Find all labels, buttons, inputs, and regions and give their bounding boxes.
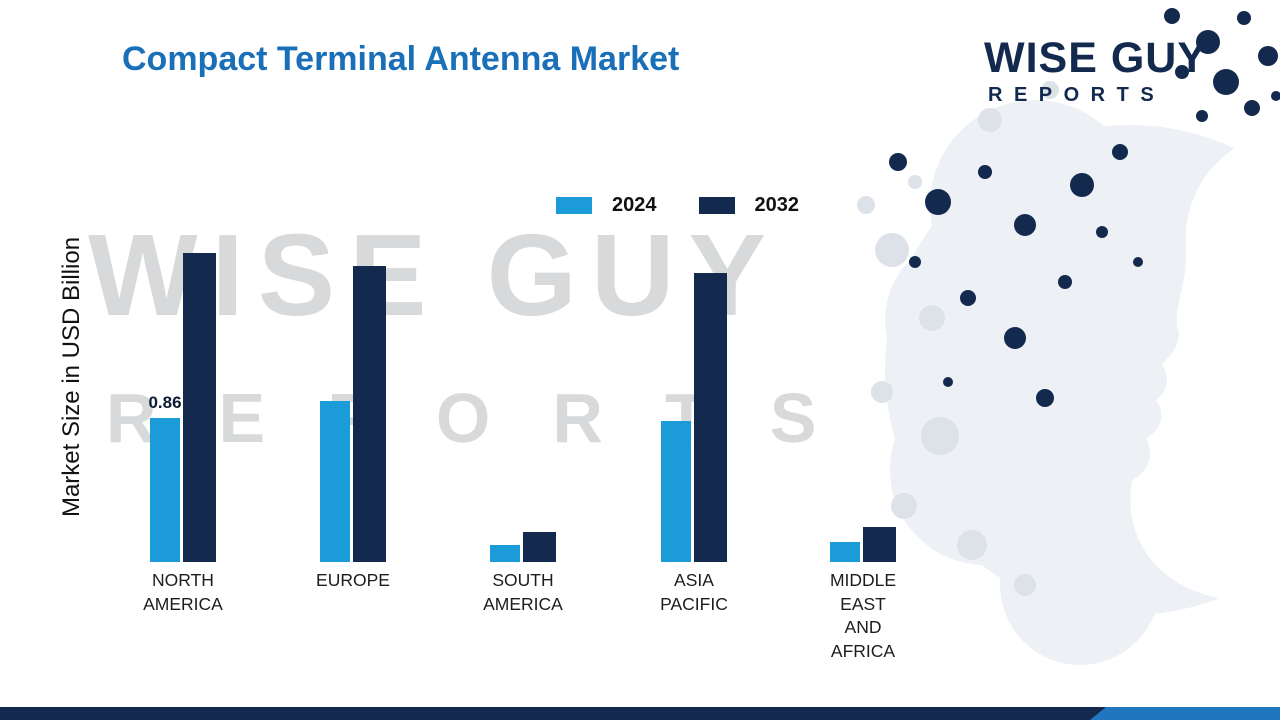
- bar-chart: 0.86 NORTH AMERICA EUROPE SOUTH AMERICA ASIA…: [0, 220, 1280, 661]
- bar-2032-north-america: [183, 253, 216, 562]
- category-label-asia-pacific: ASIA PACIFIC: [660, 570, 728, 614]
- bar-2024-asia-pacific: [661, 421, 691, 562]
- page-title: Compact Terminal Antenna Market: [122, 40, 680, 78]
- footer-accent: [1090, 707, 1280, 720]
- dotted-head-decoration: [857, 8, 1280, 665]
- legend-item-2024: 2024: [556, 194, 657, 217]
- bar-2032-europe: [353, 266, 386, 562]
- legend-swatch-2032: [698, 197, 735, 214]
- bar-group-south-america: SOUTH AMERICA: [453, 532, 593, 614]
- legend-label-2032: 2032: [754, 194, 800, 216]
- legend-label-2024: 2024: [612, 194, 657, 216]
- legend-item-2032: 2032: [698, 194, 800, 217]
- category-label-middle-east-and-africa: MIDDLE EAST AND AFRICA: [829, 570, 897, 661]
- light-dots: [857, 81, 1059, 596]
- category-label-europe: EUROPE: [316, 570, 390, 590]
- face-profile: [1130, 130, 1280, 602]
- brand-name: WISE GUY: [984, 34, 1208, 82]
- legend-swatch-2024: [556, 197, 592, 214]
- chart-legend: 2024 2032: [556, 194, 799, 217]
- footer-bar: [0, 707, 1280, 720]
- data-label-north-america: 0.86: [148, 393, 182, 412]
- bar-2024-south-america: [490, 545, 520, 562]
- category-label-south-america: SOUTH AMERICA: [483, 570, 563, 614]
- bar-2024-north-america: 0.86: [148, 393, 182, 562]
- bar-group-middle-east-and-africa: MIDDLE EAST AND AFRICA: [793, 527, 933, 661]
- bar-2032-south-america: [523, 532, 556, 562]
- bar-2032-asia-pacific: [694, 273, 727, 562]
- category-label-north-america: NORTH AMERICA: [143, 570, 223, 614]
- bar-group-asia-pacific: ASIA PACIFIC: [624, 273, 764, 614]
- brand-logo: WISE GUY REPORTS: [984, 34, 1208, 107]
- bar-2024-europe: [320, 401, 350, 562]
- brand-subtitle: REPORTS: [988, 84, 1166, 107]
- bar-group-europe: EUROPE: [283, 266, 423, 590]
- navy-dots: [889, 8, 1280, 407]
- bar-group-north-america: 0.86 NORTH AMERICA: [113, 253, 253, 614]
- bar-2024-middle-east-and-africa: [830, 542, 860, 562]
- bar-2032-middle-east-and-africa: [863, 527, 896, 562]
